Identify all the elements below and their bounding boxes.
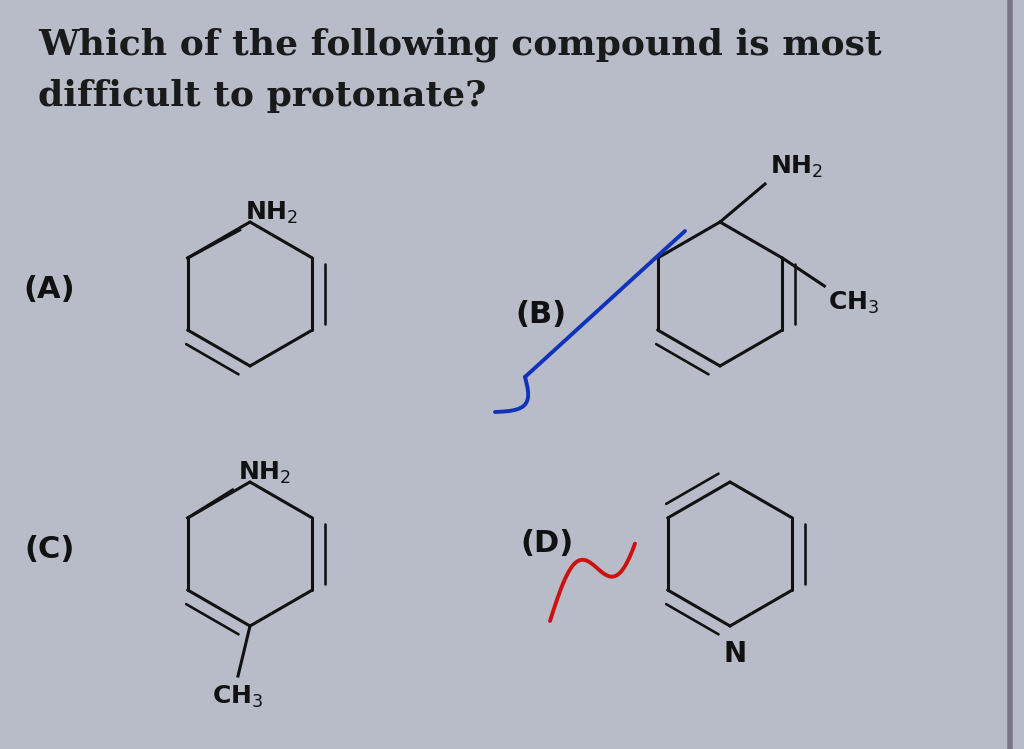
Text: difficult to protonate?: difficult to protonate? (38, 79, 486, 113)
Text: (A): (A) (24, 274, 75, 303)
Text: (B): (B) (515, 300, 566, 329)
Text: NH$_2$: NH$_2$ (770, 154, 823, 180)
Text: Which of the following compound is most: Which of the following compound is most (38, 27, 882, 61)
Text: (D): (D) (520, 530, 573, 559)
Text: CH$_3$: CH$_3$ (828, 290, 880, 316)
Text: N: N (723, 640, 746, 668)
Text: (C): (C) (25, 535, 75, 563)
Text: NH$_2$: NH$_2$ (245, 200, 298, 226)
Text: CH$_3$: CH$_3$ (212, 684, 263, 710)
Text: NH$_2$: NH$_2$ (238, 460, 291, 486)
